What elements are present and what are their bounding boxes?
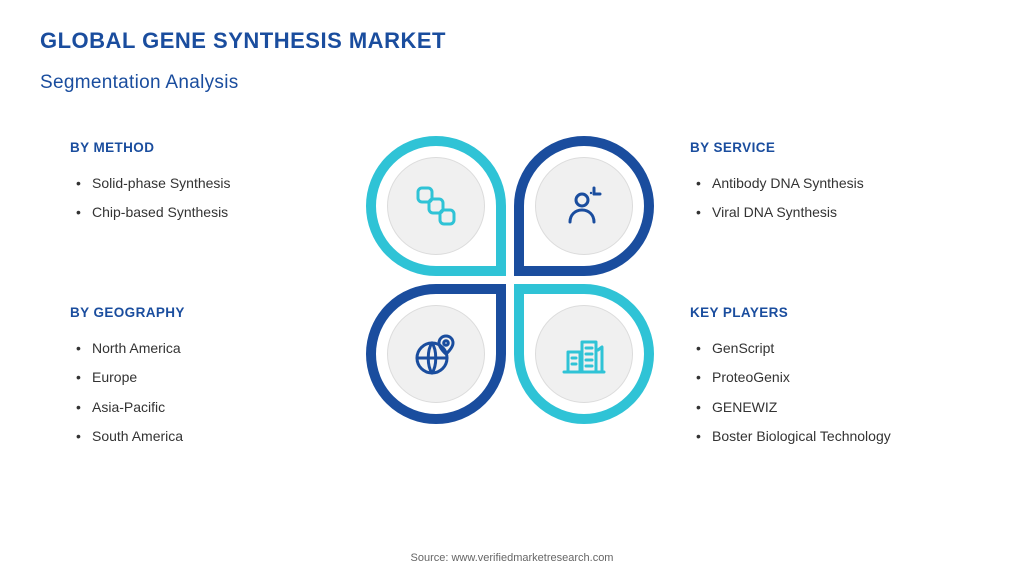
list-item: GenScript [696, 334, 960, 363]
list-item: Antibody DNA Synthesis [696, 169, 960, 198]
segment-heading: BY GEOGRAPHY [70, 305, 340, 320]
chain-icon [412, 182, 460, 230]
list-item: Viral DNA Synthesis [696, 198, 960, 227]
segment-list: GenScript ProteoGenix GENEWIZ Boster Bio… [690, 334, 960, 452]
petal-geography [366, 284, 506, 424]
center-graphic [360, 130, 660, 430]
segment-key-players: KEY PLAYERS GenScript ProteoGenix GENEWI… [690, 305, 960, 452]
globe-pin-icon [412, 330, 460, 378]
icon-disc [387, 157, 485, 255]
list-item: Boster Biological Technology [696, 422, 960, 451]
segment-list: Solid-phase Synthesis Chip-based Synthes… [70, 169, 340, 228]
list-item: ProteoGenix [696, 363, 960, 392]
segment-heading: KEY PLAYERS [690, 305, 960, 320]
segment-list: Antibody DNA Synthesis Viral DNA Synthes… [690, 169, 960, 228]
page-title: GLOBAL GENE SYNTHESIS MARKET [40, 28, 446, 54]
segment-heading: BY METHOD [70, 140, 340, 155]
segment-list: North America Europe Asia-Pacific South … [70, 334, 340, 452]
list-item: South America [76, 422, 340, 451]
list-item: Chip-based Synthesis [76, 198, 340, 227]
petal-method [366, 136, 506, 276]
icon-disc [387, 305, 485, 403]
list-item: North America [76, 334, 340, 363]
segment-method: BY METHOD Solid-phase Synthesis Chip-bas… [70, 140, 340, 228]
icon-disc [535, 305, 633, 403]
list-item: Europe [76, 363, 340, 392]
list-item: Asia-Pacific [76, 393, 340, 422]
buildings-icon [560, 330, 608, 378]
segment-heading: BY SERVICE [690, 140, 960, 155]
list-item: GENEWIZ [696, 393, 960, 422]
list-item: Solid-phase Synthesis [76, 169, 340, 198]
petal-service [514, 136, 654, 276]
source-text: Source: www.verifiedmarketresearch.com [0, 552, 1024, 564]
icon-disc [535, 157, 633, 255]
segment-geography: BY GEOGRAPHY North America Europe Asia-P… [70, 305, 340, 452]
page-subtitle: Segmentation Analysis [40, 72, 239, 94]
person-icon [560, 182, 608, 230]
segment-service: BY SERVICE Antibody DNA Synthesis Viral … [690, 140, 960, 228]
petal-key-players [514, 284, 654, 424]
